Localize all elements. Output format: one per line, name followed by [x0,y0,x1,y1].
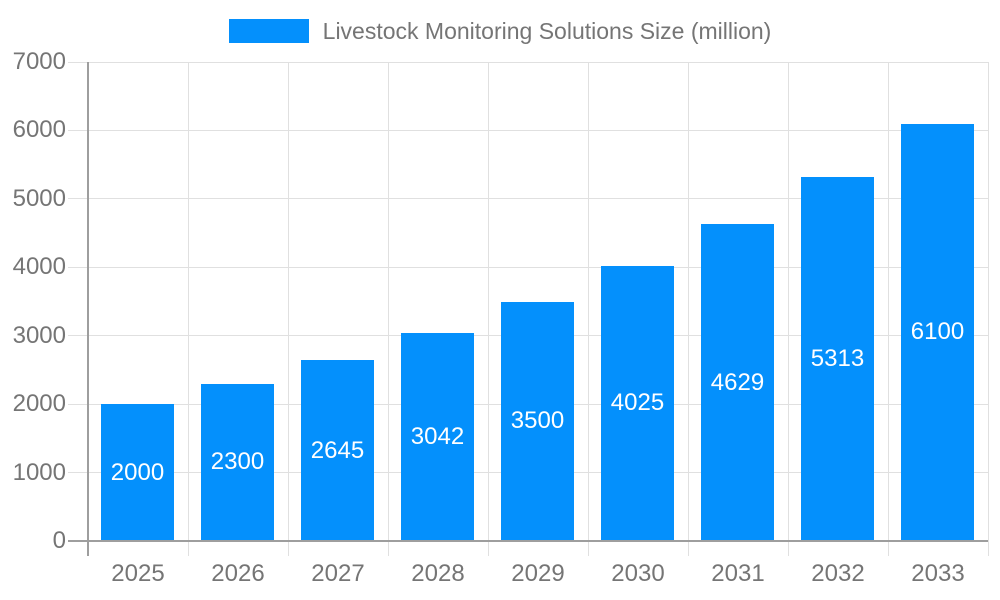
legend-label: Livestock Monitoring Solutions Size (mil… [322,17,772,44]
bar-value-label: 6100 [910,318,965,346]
y-axis-line [87,62,89,556]
legend[interactable]: Livestock Monitoring Solutions Size (mil… [0,8,1000,54]
y-tick-label: 0 [52,527,66,554]
x-axis-line [68,540,988,542]
gridline-vertical [787,62,789,556]
y-tick-label: 1000 [12,458,66,486]
bar-value-label: 4629 [710,368,765,396]
gridline-horizontal [68,61,988,63]
x-tick-label: 2033 [911,560,965,587]
bar-value-label: 5313 [810,345,865,373]
gridline-vertical [287,62,289,556]
gridline-vertical [187,62,189,556]
bar-value-label: 2645 [310,436,365,464]
y-tick-label: 5000 [12,184,66,212]
gridline-vertical [887,62,889,556]
bar-2029[interactable] [501,301,574,541]
gridline-vertical [487,62,489,556]
gridline-vertical [587,62,589,556]
bar-value-label: 2000 [110,458,165,486]
x-tick-label: 2025 [111,560,165,587]
bar-2026[interactable] [201,383,274,541]
gridline-vertical [687,62,689,556]
gridline-horizontal [68,129,988,131]
x-tick-label: 2027 [311,560,365,587]
y-tick-label: 3000 [12,321,66,349]
gridline-vertical [987,62,989,556]
bar-value-label: 3500 [510,407,565,435]
bar-2033[interactable] [901,123,974,541]
bar-2028[interactable] [401,332,474,541]
x-tick-label: 2029 [511,560,565,587]
bar-2030[interactable] [601,265,674,541]
bar-value-label: 3042 [410,422,465,450]
y-tick-label: 2000 [12,390,66,418]
bar-value-label: 4025 [610,389,665,417]
y-tick-label: 6000 [12,116,66,144]
gridline-horizontal [68,198,988,200]
bar-2027[interactable] [301,360,374,541]
bar-2031[interactable] [701,224,774,541]
y-tick-label: 7000 [12,48,66,75]
bar-2032[interactable] [801,177,874,541]
x-tick-label: 2032 [811,560,865,587]
gridline-horizontal [68,266,988,268]
x-tick-label: 2028 [411,560,465,587]
legend-swatch-icon [228,19,309,43]
x-tick-label: 2030 [611,560,665,587]
x-tick-label: 2026 [211,560,265,587]
x-tick-label: 2031 [711,560,765,587]
bar-2025[interactable] [101,404,174,541]
y-tick-label: 4000 [12,253,66,281]
gridline-vertical [387,62,389,556]
bar-value-label: 2300 [210,448,265,476]
